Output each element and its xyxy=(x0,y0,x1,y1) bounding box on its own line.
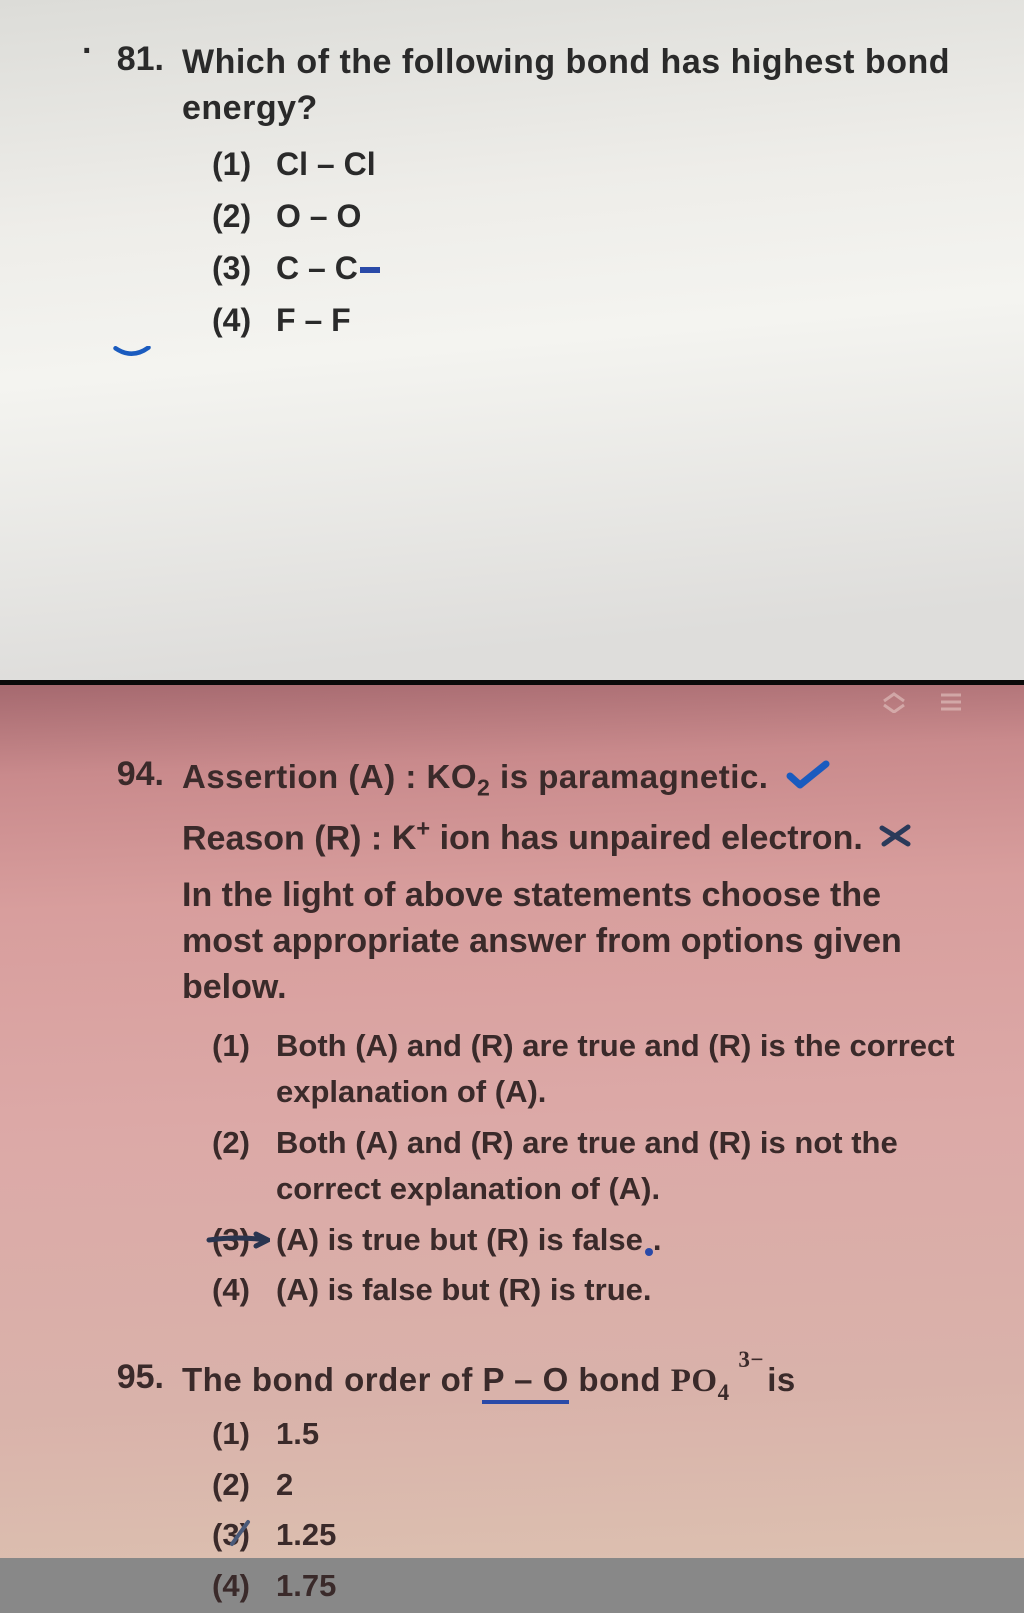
question-95: 95. The bond order of P – O bond PO3−4 i… xyxy=(100,1358,964,1613)
q94-number: 94. xyxy=(100,755,164,1318)
option-number: (4) xyxy=(212,1563,262,1610)
assertion-text: KO2 is paramagnetic. xyxy=(427,758,769,795)
blue-dot-mark xyxy=(645,1248,653,1256)
blue-smile-mark xyxy=(107,346,157,358)
dot-prefix: · xyxy=(82,32,93,71)
option-number: (1) xyxy=(212,140,262,188)
underlined-po: P – O xyxy=(482,1361,568,1404)
expand-icon xyxy=(880,691,908,713)
formula-base: PO xyxy=(671,1363,718,1399)
assertion-label: Assertion (A) : xyxy=(182,758,417,795)
q95-options: (1) 1.5 (2) 2 (3) 1.25 (4) 1.75 xyxy=(182,1411,964,1609)
blue-dash-mark xyxy=(360,267,380,273)
q94-reason: Reason (R) : K+ ion has unpaired electro… xyxy=(182,814,964,863)
q95-body: The bond order of P – O bond PO3−4 is (1… xyxy=(182,1358,964,1613)
option-text: 1.75 xyxy=(276,1563,964,1610)
option-text: Both (A) and (R) are true and (R) is the… xyxy=(276,1023,964,1116)
q95-option-1: (1) 1.5 xyxy=(212,1411,964,1458)
option-number: (4) xyxy=(212,296,262,344)
formula-sup: 3− xyxy=(738,1344,764,1375)
q94-options: (1) Both (A) and (R) are true and (R) is… xyxy=(182,1023,964,1314)
q95-text-pre: The bond order of xyxy=(182,1361,482,1398)
q94-option-1: (1) Both (A) and (R) are true and (R) is… xyxy=(212,1023,964,1116)
option-text: (A) is true but (R) is false. xyxy=(276,1217,964,1264)
option-number: (1) xyxy=(212,1411,262,1458)
q95-option-4: (4) 1.75 xyxy=(212,1563,964,1610)
option-number: (2) xyxy=(212,192,262,240)
reason-text: K+ ion has unpaired electron. xyxy=(392,819,863,857)
q94-body: Assertion (A) : KO2 is paramagnetic. Rea… xyxy=(182,755,964,1318)
q81-text: Which of the following bond has highest … xyxy=(182,40,964,132)
option-text: F – F xyxy=(276,296,964,344)
panel-pink: 94. Assertion (A) : KO2 is paramagnetic.… xyxy=(0,685,1024,1558)
q81-option-4: (4) F – F xyxy=(212,296,964,344)
reason-label: Reason (R) : xyxy=(182,819,382,857)
question-81: · 81. Which of the following bond has hi… xyxy=(100,40,964,348)
formula-po4: PO3−4 xyxy=(671,1363,718,1399)
panel-q81: · 81. Which of the following bond has hi… xyxy=(0,0,1024,680)
option-text: Both (A) and (R) are true and (R) is not… xyxy=(276,1120,964,1213)
q95-number: 95. xyxy=(100,1358,164,1613)
option-number: (1) xyxy=(212,1023,262,1116)
menu-icon xyxy=(938,691,964,713)
option-number: (2) xyxy=(212,1120,262,1213)
q94-option-2: (2) Both (A) and (R) are true and (R) is… xyxy=(212,1120,964,1213)
q95-option-2: (2) 2 xyxy=(212,1462,964,1509)
question-94: 94. Assertion (A) : KO2 is paramagnetic.… xyxy=(100,755,964,1318)
q95-text: The bond order of P – O bond PO3−4 is xyxy=(182,1358,964,1404)
q94-assertion: Assertion (A) : KO2 is paramagnetic. xyxy=(182,755,964,804)
option-text: (A) is false but (R) is true. xyxy=(276,1267,964,1314)
option-text-inner: C – C xyxy=(276,250,358,286)
option-text: C – C xyxy=(276,244,964,292)
q81-option-1: (1) Cl – Cl xyxy=(212,140,964,188)
q81-option-2: (2) O – O xyxy=(212,192,964,240)
q81-option-3: (3) C – C xyxy=(212,244,964,292)
q81-options: (1) Cl – Cl (2) O – O (3) C – C (4) F – … xyxy=(182,140,964,344)
q81-number-text: 81. xyxy=(117,40,164,78)
option-number: (2) xyxy=(212,1462,262,1509)
status-icons xyxy=(880,691,964,713)
q94-instruction: In the light of above statements choose … xyxy=(182,873,964,1011)
q81-body: Which of the following bond has highest … xyxy=(182,40,964,348)
option-number: (4) xyxy=(212,1267,262,1314)
option-number-text: (3) xyxy=(212,1222,250,1257)
option-text: 1.5 xyxy=(276,1411,964,1458)
option-number: (3) xyxy=(212,1512,262,1559)
blue-tick-mark xyxy=(786,757,830,802)
q95-text-mid: bond xyxy=(569,1361,671,1398)
option-number: (3) xyxy=(212,244,262,292)
option-text: 1.25 xyxy=(276,1512,964,1559)
q81-number: · 81. xyxy=(100,40,164,348)
option-text: O – O xyxy=(276,192,964,240)
option-number-text: (3) xyxy=(212,1517,250,1552)
q94-option-4: (4) (A) is false but (R) is true. xyxy=(212,1267,964,1314)
cross-mark xyxy=(878,817,912,863)
q95-option-3: (3) 1.25 xyxy=(212,1512,964,1559)
option-number: (3) xyxy=(212,1217,262,1264)
formula-sub: 4 xyxy=(718,1377,730,1408)
option-text: Cl – Cl xyxy=(276,140,964,188)
option-text: 2 xyxy=(276,1462,964,1509)
q94-option-3: (3) (A) is true but (R) is false. xyxy=(212,1217,964,1264)
